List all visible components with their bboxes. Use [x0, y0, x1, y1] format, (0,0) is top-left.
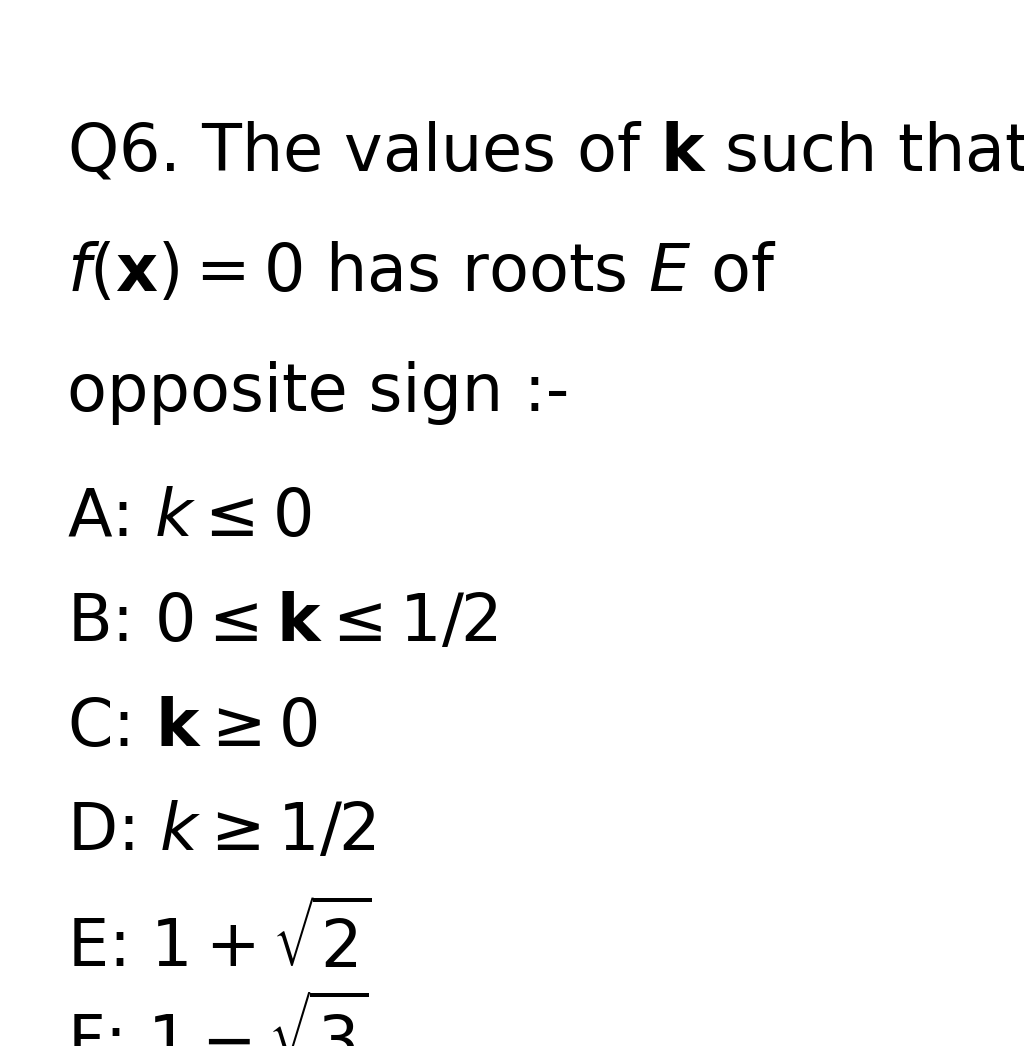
Text: E: $1 + \sqrt{2}$: E: $1 + \sqrt{2}$ [67, 905, 372, 982]
Text: C: $\mathbf{k} \geq 0$: C: $\mathbf{k} \geq 0$ [67, 696, 317, 759]
Text: $f(\mathbf{x}) = 0$ has roots $\mathit{E}$ of: $f(\mathbf{x}) = 0$ has roots $\mathit{E… [67, 241, 776, 304]
Text: B: $0 \leq \mathbf{k} \leq 1/2$: B: $0 \leq \mathbf{k} \leq 1/2$ [67, 591, 498, 655]
Text: D: $k \geq 1/2$: D: $k \geq 1/2$ [67, 800, 376, 864]
Text: F: $1 - \sqrt{3}$: F: $1 - \sqrt{3}$ [67, 999, 369, 1046]
Text: Q6. The values of $\mathbf{k}$ such that: Q6. The values of $\mathbf{k}$ such that [67, 120, 1024, 184]
Text: A: $k \leq 0$: A: $k \leq 0$ [67, 486, 311, 550]
Text: opposite sign :-: opposite sign :- [67, 361, 568, 425]
